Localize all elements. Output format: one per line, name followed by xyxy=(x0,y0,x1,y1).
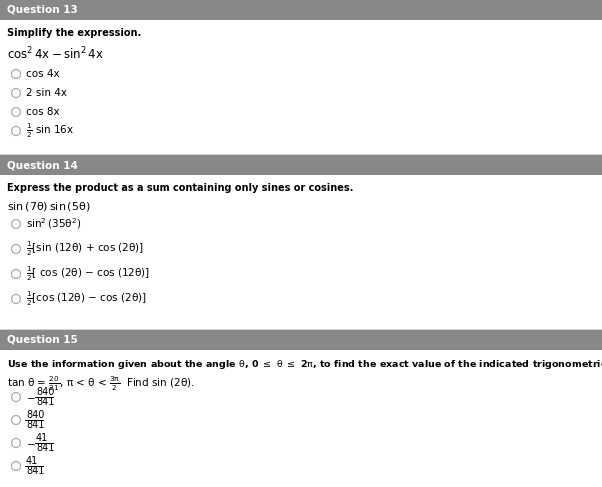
Text: $\mathsf{\frac{1}{2}}$[ cos (2$\mathsf{\theta}$) $-$ cos (12$\mathsf{\theta}$)]: $\mathsf{\frac{1}{2}}$[ cos (2$\mathsf{\… xyxy=(26,265,150,283)
Text: Simplify the expression.: Simplify the expression. xyxy=(7,28,141,38)
Text: 841: 841 xyxy=(26,420,45,430)
FancyBboxPatch shape xyxy=(0,20,602,155)
Text: Question 14: Question 14 xyxy=(7,160,78,170)
FancyBboxPatch shape xyxy=(0,330,602,350)
Text: 41: 41 xyxy=(36,433,48,443)
FancyBboxPatch shape xyxy=(0,350,602,487)
Text: cos 8x: cos 8x xyxy=(26,107,60,117)
Text: Express the product as a sum containing only sines or cosines.: Express the product as a sum containing … xyxy=(7,183,353,193)
Text: $\mathsf{\frac{1}{2}}$[sin (12$\mathsf{\theta}$) + cos (2$\mathsf{\theta}$)]: $\mathsf{\frac{1}{2}}$[sin (12$\mathsf{\… xyxy=(26,240,144,258)
Text: 840: 840 xyxy=(36,387,54,397)
Text: 841: 841 xyxy=(36,443,54,453)
Text: cos 4x: cos 4x xyxy=(26,69,60,79)
Text: $\mathsf{sin^2\,(35\theta^2)}$: $\mathsf{sin^2\,(35\theta^2)}$ xyxy=(26,217,81,231)
Text: 841: 841 xyxy=(36,397,54,407)
Text: $-$: $-$ xyxy=(26,392,36,402)
FancyBboxPatch shape xyxy=(0,0,602,20)
Text: 2 sin 4x: 2 sin 4x xyxy=(26,88,67,98)
Text: Use the information given about the angle $\mathsf{\theta}$, 0 $\leq$ $\mathsf{\: Use the information given about the angl… xyxy=(7,358,602,371)
Text: Question 13: Question 13 xyxy=(7,5,78,15)
Text: 841: 841 xyxy=(26,466,45,476)
Text: $\mathsf{\frac{1}{2}}$ sin 16x: $\mathsf{\frac{1}{2}}$ sin 16x xyxy=(26,122,75,140)
FancyBboxPatch shape xyxy=(0,175,602,330)
Text: $\mathsf{\frac{1}{2}}$[cos (12$\mathsf{\theta}$) $-$ cos (2$\mathsf{\theta}$)]: $\mathsf{\frac{1}{2}}$[cos (12$\mathsf{\… xyxy=(26,290,147,308)
Text: Question 15: Question 15 xyxy=(7,335,78,345)
Text: 840: 840 xyxy=(26,410,45,420)
Text: 41: 41 xyxy=(26,456,39,466)
FancyBboxPatch shape xyxy=(0,155,602,175)
Text: $\mathsf{sin\,(7\theta)\,sin\,(5\theta)}$: $\mathsf{sin\,(7\theta)\,sin\,(5\theta)}… xyxy=(7,200,90,213)
Text: tan $\mathsf{\theta}$ = $\mathsf{\frac{20}{21}}$, $\mathsf{\pi}$ < $\mathsf{\the: tan $\mathsf{\theta}$ = $\mathsf{\frac{2… xyxy=(7,375,195,393)
Text: $\mathsf{cos^2\,4x - sin^2\,4x}$: $\mathsf{cos^2\,4x - sin^2\,4x}$ xyxy=(7,46,104,63)
Text: $-$: $-$ xyxy=(26,438,36,448)
